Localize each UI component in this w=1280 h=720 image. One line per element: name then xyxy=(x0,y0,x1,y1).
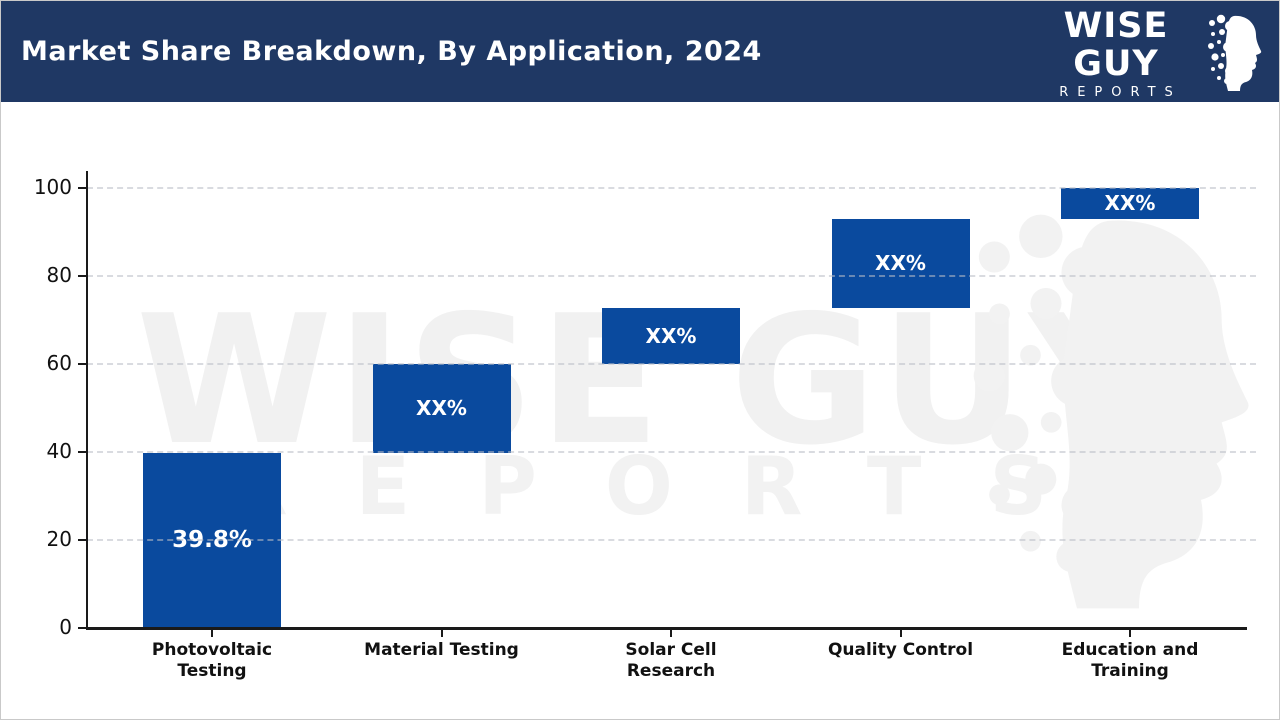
bar: XX% xyxy=(602,308,740,364)
category-label-line: Training xyxy=(1091,661,1169,681)
category-label: Photovoltaic Testing xyxy=(92,640,332,682)
category-label: Education and Training xyxy=(1010,640,1250,682)
gridline xyxy=(87,187,1256,189)
y-tick-label: 60 xyxy=(46,351,72,375)
bar: XX% xyxy=(831,218,970,309)
category-label: Quality Control xyxy=(781,640,1021,661)
x-axis xyxy=(86,627,1247,630)
gridline xyxy=(87,275,1256,277)
category-label-line: Research xyxy=(626,661,716,681)
y-axis xyxy=(86,171,88,630)
y-tick-mark xyxy=(78,187,86,189)
category-label-line: Material Testing xyxy=(364,640,519,660)
y-tick-label: 0 xyxy=(59,615,72,639)
bar-value-label: XX% xyxy=(1104,191,1156,216)
logo-subtitle: REPORTS xyxy=(1059,84,1182,100)
bar-value-label: XX% xyxy=(875,251,926,276)
category-label: Material Testing xyxy=(322,640,562,661)
x-tick-mark xyxy=(670,629,672,637)
x-tick-mark xyxy=(440,629,443,637)
wiseguy-logo: WISE GUY REPORTS xyxy=(1017,7,1267,100)
bar: XX% xyxy=(372,364,511,453)
y-tick-label: 40 xyxy=(46,439,72,463)
y-tick-mark xyxy=(78,451,86,453)
y-tick-mark xyxy=(78,363,86,365)
y-tick-label: 100 xyxy=(33,175,72,199)
wiseguy-head-icon xyxy=(1208,14,1262,91)
category-label-line: Photovoltaic xyxy=(151,640,273,660)
category-label-line: Education and xyxy=(1061,640,1199,660)
x-tick-mark xyxy=(1129,629,1131,637)
header-bar: Market Share Breakdown, By Application, … xyxy=(1,1,1279,102)
y-tick-label: 80 xyxy=(46,263,72,287)
x-tick-mark xyxy=(899,629,902,637)
gridline xyxy=(87,539,1256,541)
y-tick-label: 20 xyxy=(46,527,72,551)
gridline xyxy=(87,363,1256,365)
wiseguy-logo-text: WISE GUY REPORTS xyxy=(1017,7,1215,100)
category-label-line: Solar Cell xyxy=(625,640,717,660)
bar-value-label: XX% xyxy=(416,396,467,421)
gridline xyxy=(87,451,1256,453)
logo-wordmark: WISE GUY xyxy=(1063,5,1169,84)
x-tick-mark xyxy=(211,629,213,637)
category-label-line: Testing xyxy=(177,661,247,681)
category-label: Solar Cell Research xyxy=(551,640,791,682)
bar: XX% xyxy=(1061,188,1199,219)
bar-value-label: XX% xyxy=(645,324,697,349)
page-title: Market Share Breakdown, By Application, … xyxy=(21,36,762,67)
category-label-line: Quality Control xyxy=(827,640,974,660)
y-tick-mark xyxy=(78,627,86,629)
y-tick-mark xyxy=(78,539,86,541)
y-tick-mark xyxy=(78,275,86,277)
